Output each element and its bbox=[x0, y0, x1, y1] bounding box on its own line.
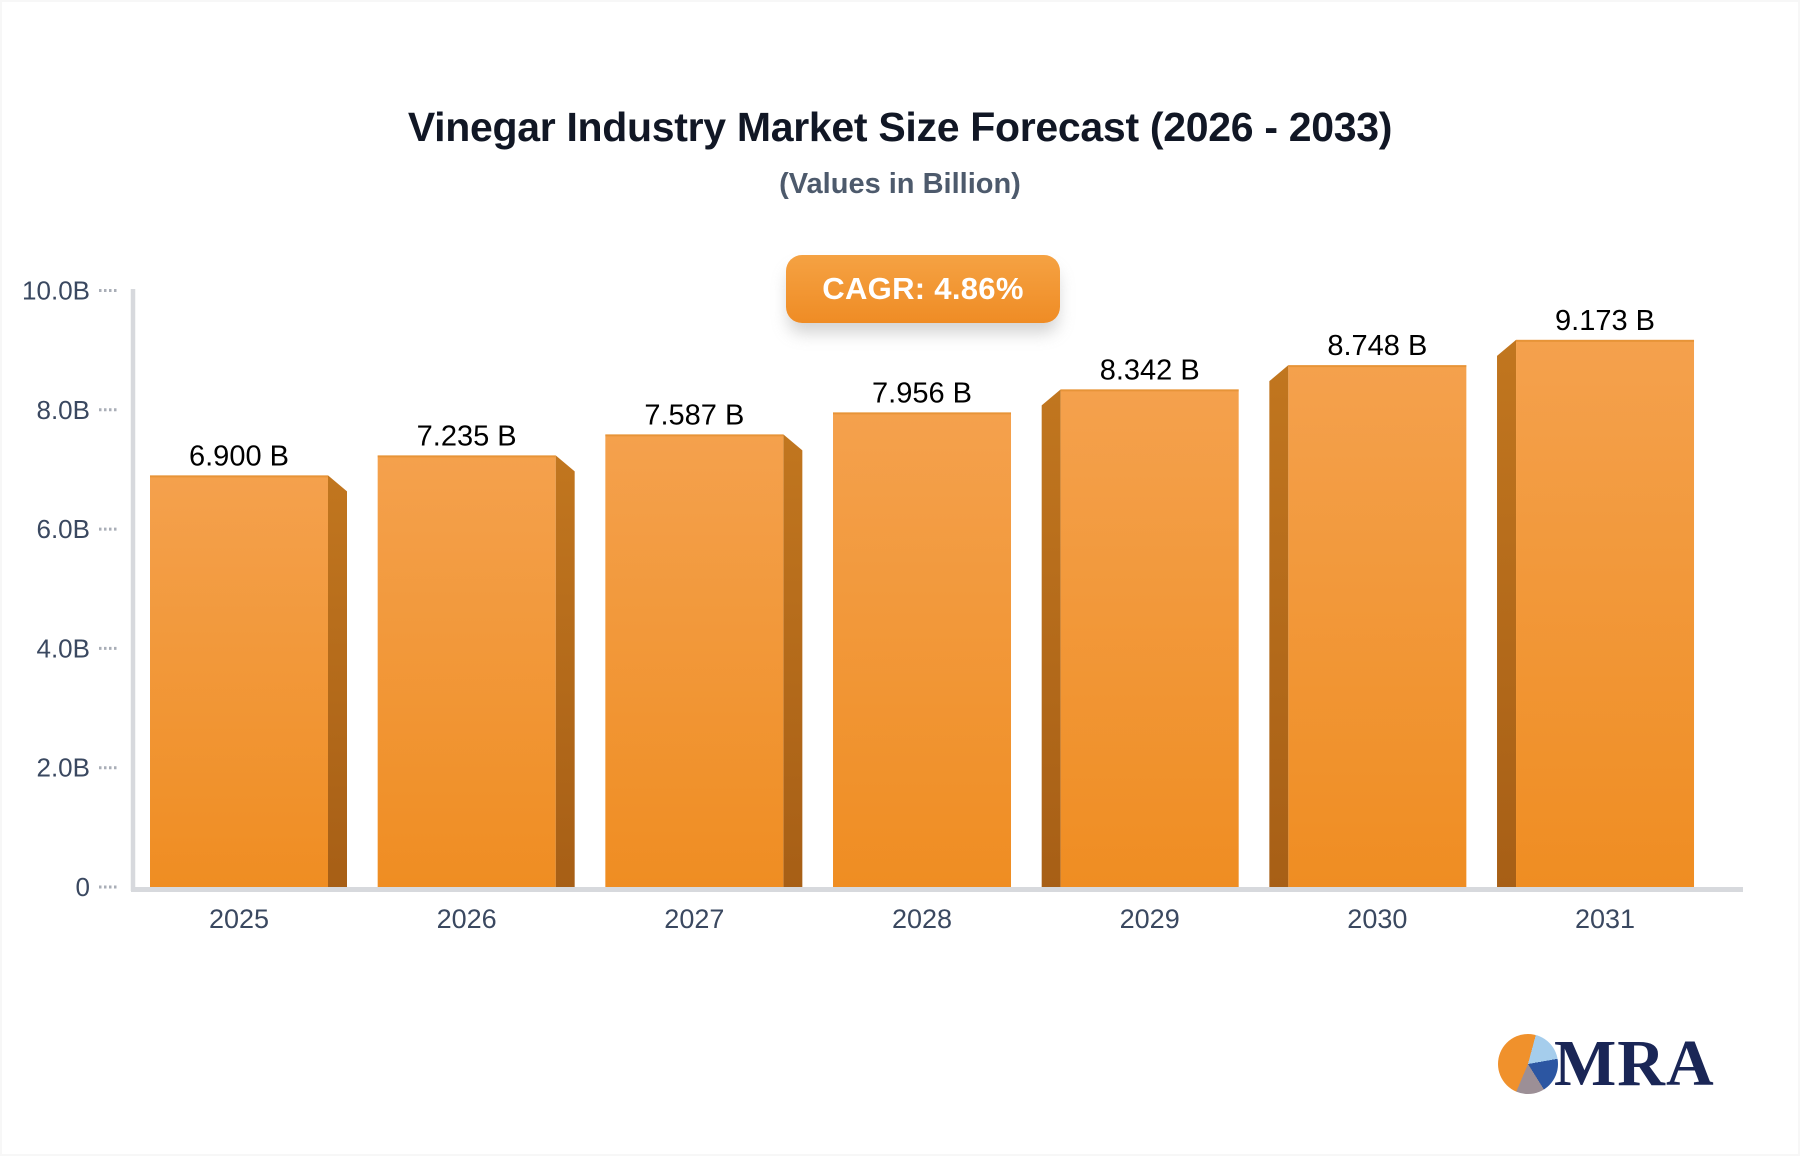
cagr-badge: CAGR: 4.86% bbox=[786, 255, 1060, 323]
y-tick-label: 2.0B bbox=[37, 753, 91, 783]
bar-value-label: 8.748 B bbox=[1327, 330, 1427, 362]
bar-group-2027: 7.587 B bbox=[605, 399, 803, 888]
x-tick-label-2026: 2026 bbox=[437, 904, 497, 934]
bar-value-label: 7.956 B bbox=[872, 377, 972, 409]
bar-side-face bbox=[328, 475, 347, 888]
x-tick-label-2031: 2031 bbox=[1575, 904, 1635, 934]
bar-value-label: 6.900 B bbox=[189, 440, 289, 472]
bar-group-2028: 7.956 B bbox=[833, 377, 1012, 888]
y-tick-label: 10.0B bbox=[22, 276, 90, 306]
bar-2028 bbox=[833, 412, 1012, 888]
bar-side-face bbox=[1269, 365, 1289, 889]
x-tick-label-2028: 2028 bbox=[892, 904, 952, 934]
page-title: Vinegar Industry Market Size Forecast (2… bbox=[407, 104, 1393, 150]
y-tick-label: 0 bbox=[76, 872, 90, 902]
chart-subtitle: (Values in Billion) bbox=[779, 168, 1021, 200]
bar-side-face bbox=[1497, 339, 1517, 888]
bar-2026 bbox=[377, 455, 556, 888]
bar-group-2030: 8.748 B bbox=[1269, 330, 1467, 889]
y-tick-label: 4.0B bbox=[37, 633, 91, 663]
y-tick-label: 6.0B bbox=[37, 514, 91, 544]
bar-value-label: 7.587 B bbox=[644, 399, 744, 431]
bar-side-face bbox=[1041, 389, 1061, 888]
bar-group-2029: 8.342 B bbox=[1041, 354, 1239, 888]
y-tick-label: 8.0B bbox=[37, 395, 91, 425]
bar-2029 bbox=[1060, 389, 1239, 888]
x-tick-label-2027: 2027 bbox=[664, 904, 724, 934]
bar-value-label: 8.342 B bbox=[1100, 354, 1200, 386]
x-tick-label-2030: 2030 bbox=[1347, 904, 1407, 934]
logo-text: MRA bbox=[1554, 1027, 1715, 1100]
logo: MRA bbox=[1498, 1031, 1715, 1097]
bar-value-label: 9.173 B bbox=[1555, 305, 1655, 337]
x-tick-label-2029: 2029 bbox=[1120, 904, 1180, 934]
bar-2027 bbox=[605, 434, 784, 888]
bar-group-2031: 9.173 B bbox=[1497, 305, 1695, 888]
x-tick-label-2025: 2025 bbox=[209, 904, 269, 934]
bar-2025 bbox=[150, 475, 328, 888]
bar-group-2025: 6.900 B bbox=[150, 440, 347, 888]
pie-chart-icon bbox=[1498, 1034, 1558, 1094]
bar-2031 bbox=[1516, 339, 1695, 888]
bar-side-face bbox=[783, 434, 803, 888]
bar-2030 bbox=[1288, 365, 1467, 889]
bar-value-label: 7.235 B bbox=[417, 420, 517, 452]
bar-group-2026: 7.235 B bbox=[377, 420, 575, 888]
bar-side-face bbox=[555, 455, 575, 888]
